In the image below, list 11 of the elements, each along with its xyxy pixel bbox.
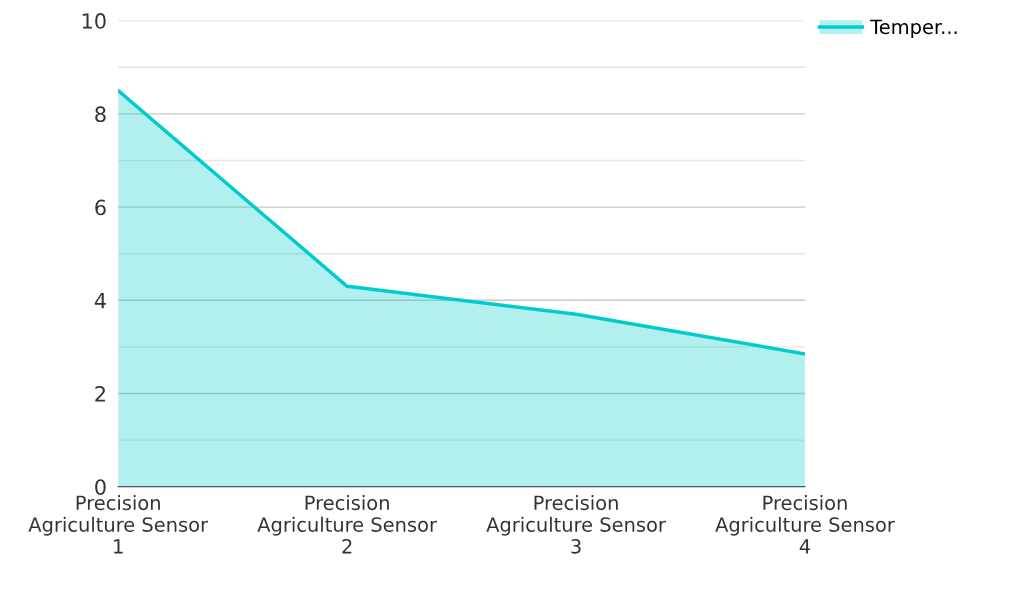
x-tick-label: Precision Agriculture Sensor 3 [486,495,666,554]
x-tick-label: Precision Agriculture Sensor 1 [28,495,209,554]
legend-label: Temper... [870,19,957,38]
y-tick-label: 2 [95,385,105,402]
y-tick-label: 10 [82,13,106,29]
y-tick-label: 6 [95,199,106,216]
x-tick-label: Precision Agriculture Sensor 4 [715,495,895,554]
x-tick-label: Precision Agriculture Sensor 2 [257,495,437,554]
y-tick-label: 4 [94,293,106,309]
y-tick-label: 8 [95,106,106,123]
y-tick-label: 0 [95,479,106,495]
